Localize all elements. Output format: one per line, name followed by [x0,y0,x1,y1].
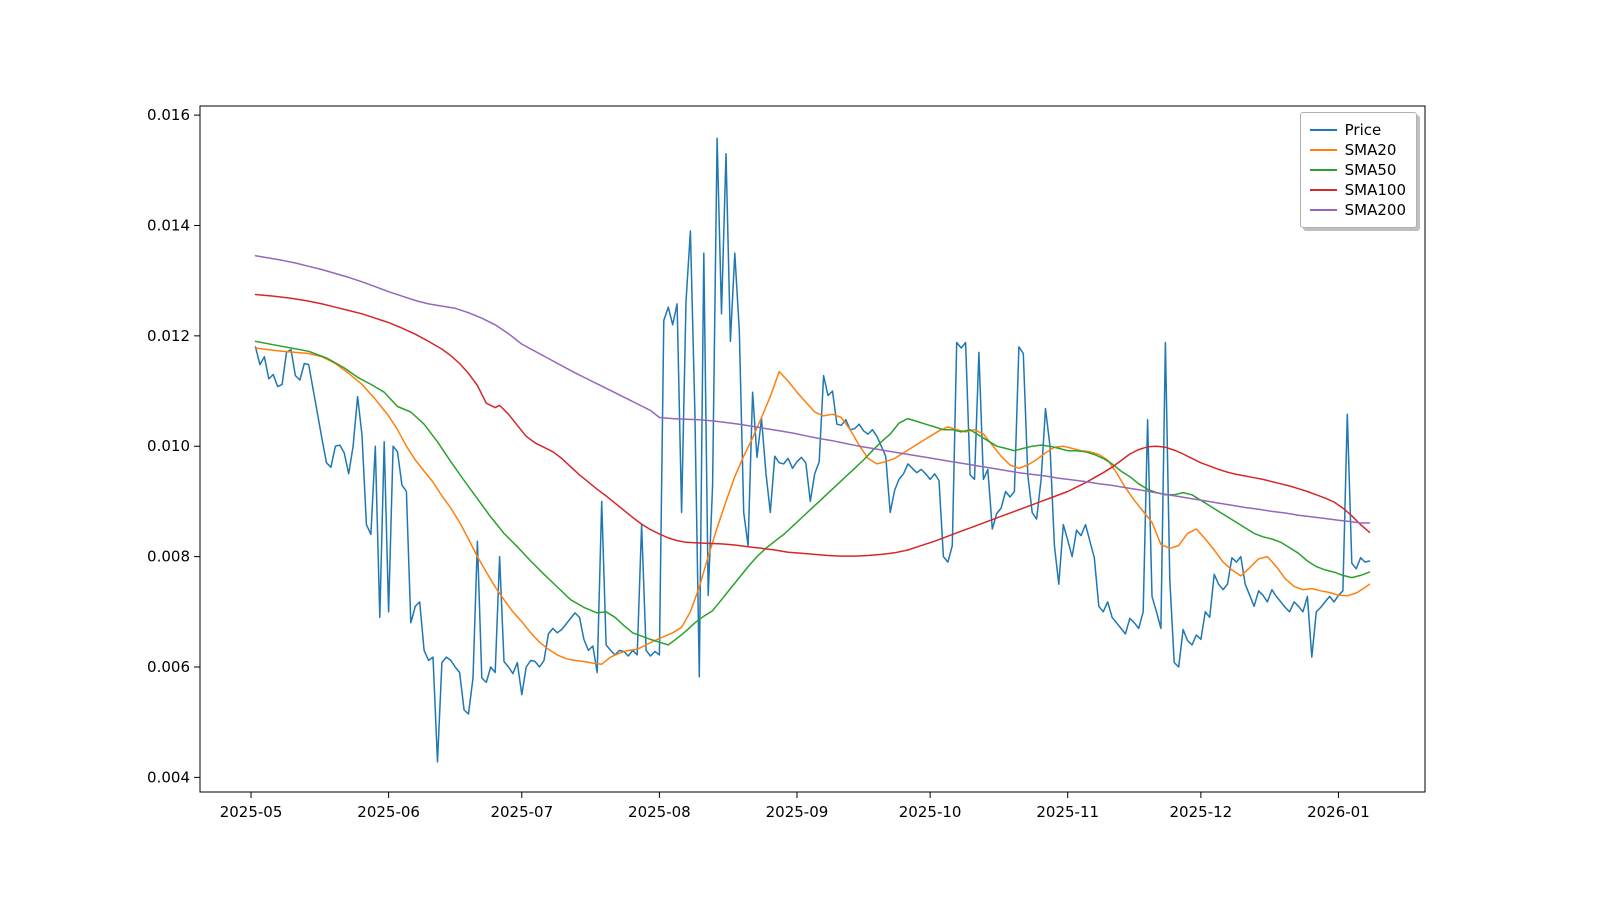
legend-label: SMA50 [1344,161,1397,179]
legend-item-sma200: SMA200 [1309,200,1406,220]
y-tick-label: 0.008 [147,548,190,566]
x-tick-label: 2025-06 [357,803,420,821]
y-tick-label: 0.004 [147,768,190,786]
legend-item-sma50: SMA50 [1309,160,1406,180]
plot-area-border [199,105,1426,793]
series-group [254,137,1371,763]
legend-label: SMA200 [1344,201,1406,219]
x-tick-label: 2025-09 [766,803,829,821]
legend-item-price: Price [1309,120,1406,140]
y-tick-label: 0.012 [147,327,190,345]
series-line-sma20 [254,347,1371,665]
x-tick-label: 2025-07 [490,803,553,821]
legend-label: SMA100 [1344,181,1406,199]
series-line-sma50 [254,340,1371,646]
legend-line-swatch [1309,169,1337,171]
series-line-sma200 [254,255,1371,524]
legend-item-sma20: SMA20 [1309,140,1406,160]
series-line-sma100 [254,293,1371,557]
legend-label: Price [1344,121,1382,139]
x-tick-label: 2025-10 [899,803,962,821]
legend-line-swatch [1309,209,1337,211]
series-line-price [254,137,1371,763]
y-tick-label: 0.016 [147,106,190,124]
x-tick-label: 2026-01 [1307,803,1370,821]
legend: Price SMA20 SMA50 SMA100 SMA200 [1299,112,1417,228]
x-tick-label: 2025-11 [1036,803,1099,821]
x-tick-label: 2025-08 [628,803,691,821]
x-tick-label: 2025-05 [220,803,283,821]
legend-item-sma100: SMA100 [1309,180,1406,200]
x-tick-label: 2025-12 [1170,803,1233,821]
legend-line-swatch [1309,189,1337,191]
legend-label: SMA20 [1344,141,1397,159]
y-tick-label: 0.006 [147,658,190,676]
y-tick-label: 0.014 [147,216,190,234]
legend-line-swatch [1309,129,1337,131]
legend-line-swatch [1309,149,1337,151]
y-tick-label: 0.010 [147,437,190,455]
